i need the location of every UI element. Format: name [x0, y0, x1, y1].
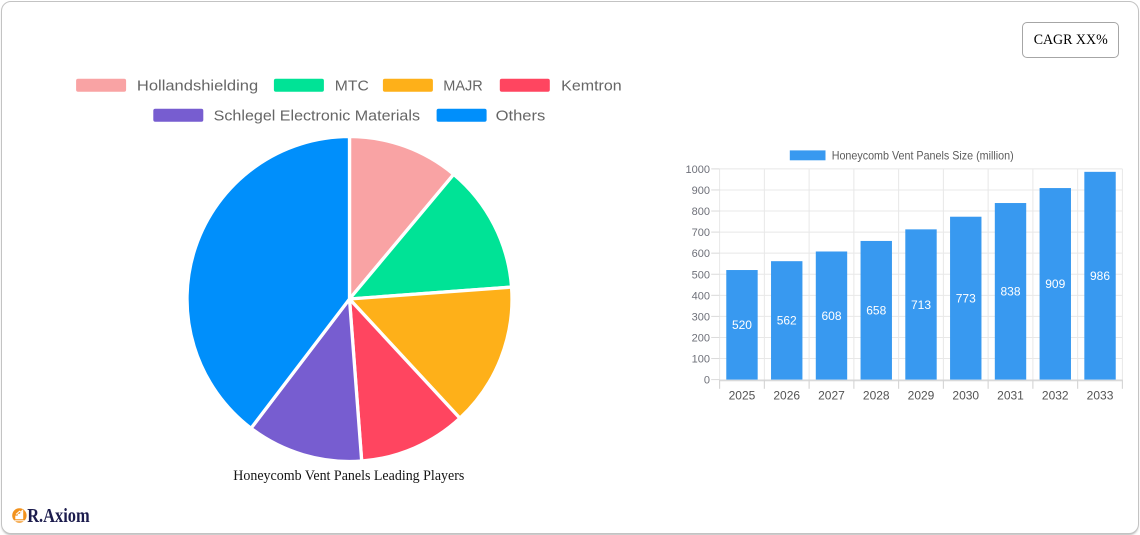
svg-text:500: 500	[692, 269, 710, 281]
svg-text:909: 909	[1045, 277, 1065, 291]
svg-text:MAJR: MAJR	[443, 78, 483, 95]
svg-text:800: 800	[692, 206, 710, 218]
svg-text:Hollandshielding: Hollandshielding	[137, 78, 258, 95]
svg-text:200: 200	[692, 332, 710, 344]
svg-text:R.Axiom: R.Axiom	[27, 506, 89, 527]
svg-text:2026: 2026	[773, 388, 800, 402]
svg-text:100: 100	[692, 354, 710, 366]
svg-text:0: 0	[704, 375, 710, 387]
svg-text:1000: 1000	[686, 164, 710, 176]
svg-text:2030: 2030	[952, 388, 979, 402]
svg-text:2028: 2028	[863, 388, 890, 402]
svg-text:400: 400	[692, 290, 710, 302]
svg-text:Others: Others	[496, 108, 546, 125]
svg-text:Schlegel Electronic Materials: Schlegel Electronic Materials	[214, 108, 420, 125]
svg-text:2033: 2033	[1087, 388, 1114, 402]
svg-text:600: 600	[692, 248, 710, 260]
svg-text:838: 838	[1000, 285, 1020, 299]
svg-text:773: 773	[956, 291, 976, 305]
svg-text:Honeycomb Vent Panels Leading: Honeycomb Vent Panels Leading Players	[233, 468, 464, 484]
svg-text:520: 520	[732, 318, 752, 332]
svg-text:2025: 2025	[729, 388, 756, 402]
svg-text:608: 608	[821, 309, 841, 323]
svg-text:CAGR XX%: CAGR XX%	[1034, 32, 1108, 48]
svg-text:300: 300	[692, 311, 710, 323]
svg-text:700: 700	[692, 227, 710, 239]
svg-text:Honeycomb Vent Panels Size (mi: Honeycomb Vent Panels Size (million)	[832, 148, 1014, 162]
svg-text:900: 900	[692, 185, 710, 197]
svg-text:Kemtron: Kemtron	[561, 78, 622, 95]
svg-text:MTC: MTC	[335, 78, 369, 95]
svg-text:2029: 2029	[908, 388, 935, 402]
svg-text:986: 986	[1090, 269, 1110, 283]
svg-text:2032: 2032	[1042, 388, 1069, 402]
svg-text:2027: 2027	[818, 388, 845, 402]
svg-text:713: 713	[911, 298, 931, 312]
svg-text:562: 562	[777, 314, 797, 328]
svg-text:658: 658	[866, 304, 886, 318]
svg-text:2031: 2031	[997, 388, 1024, 402]
